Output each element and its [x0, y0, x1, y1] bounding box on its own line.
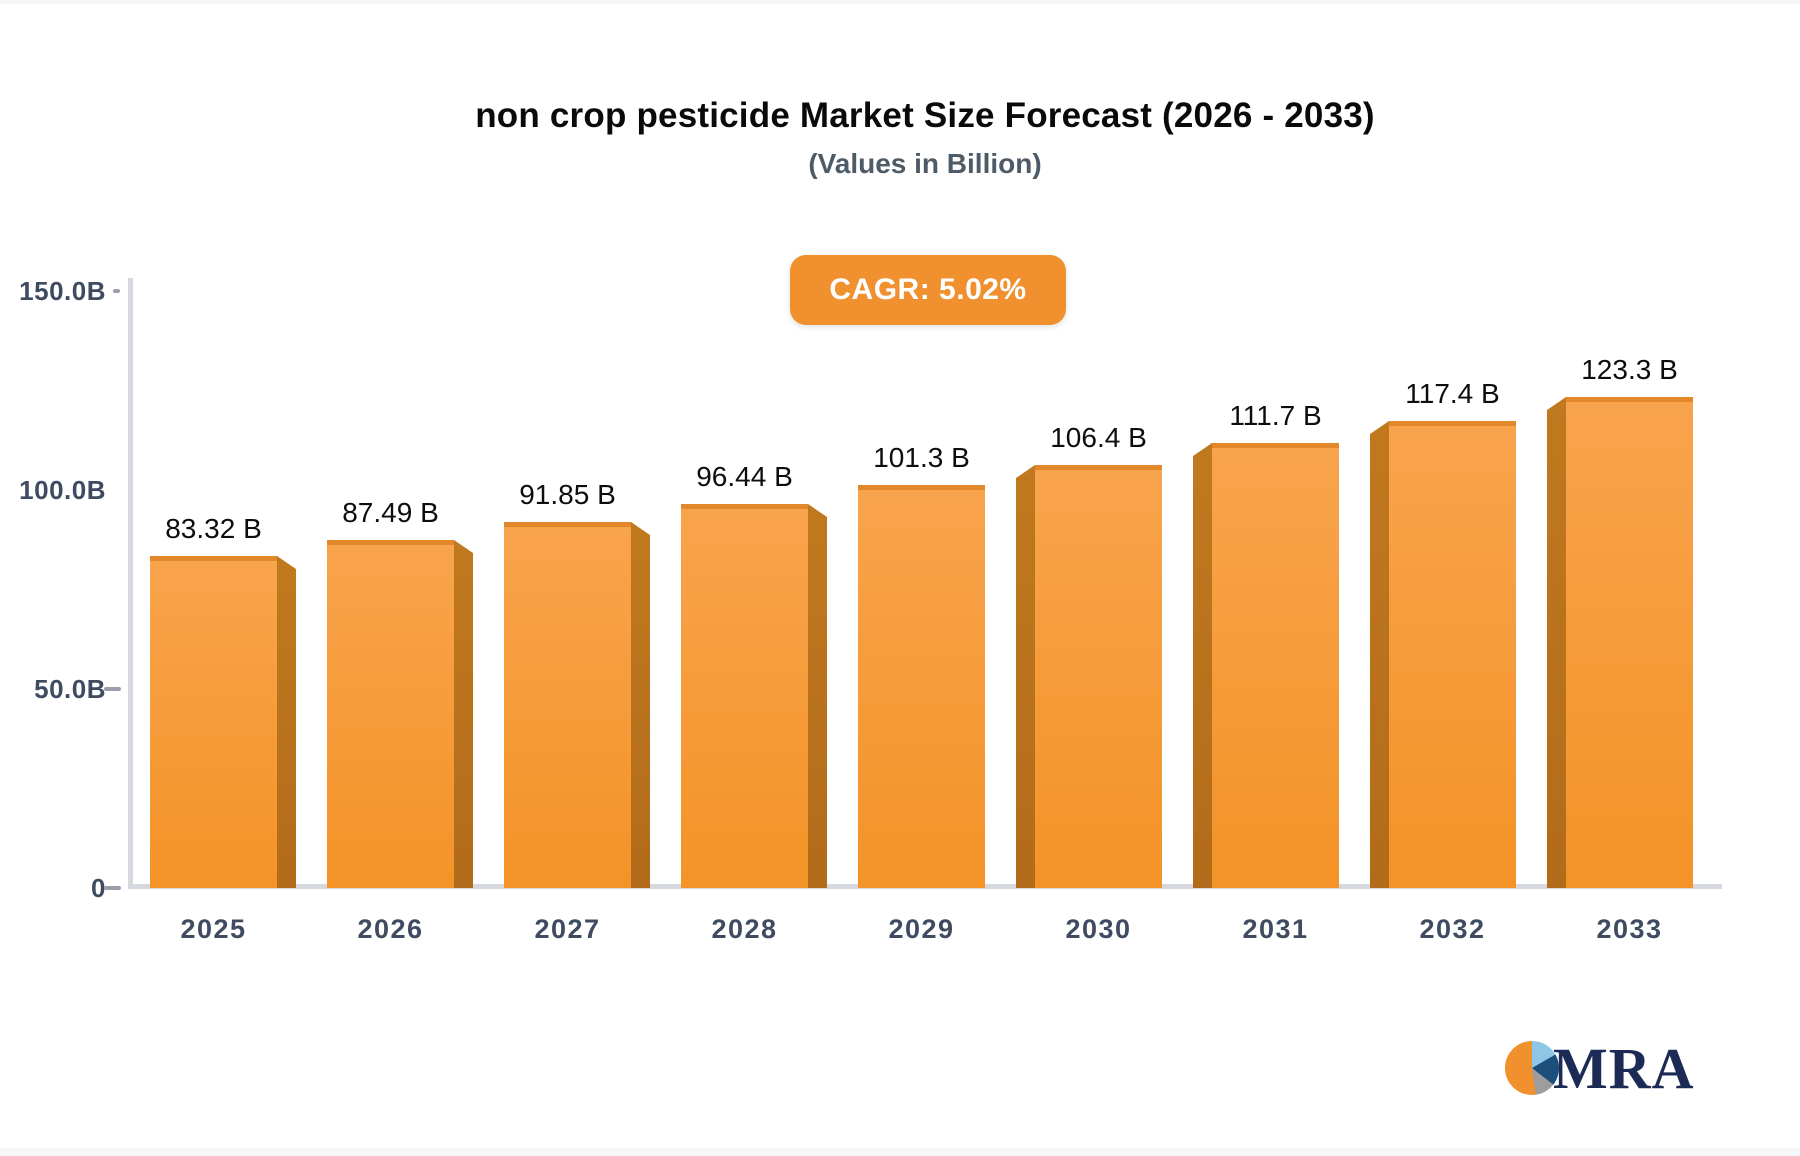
x-tick-label-2029: 2029	[888, 914, 955, 944]
x-tick-label-2032: 2032	[1419, 914, 1486, 944]
bar-top-edge	[1566, 397, 1693, 402]
bar-2029[interactable]	[858, 485, 985, 888]
y-tick-label-0: 0	[91, 873, 106, 903]
x-tick-label-2028: 2028	[711, 914, 778, 944]
bar-top-edge	[504, 522, 631, 527]
x-tick-label-2033: 2033	[1596, 914, 1663, 944]
chart-subtitle: (Values in Billion)	[808, 148, 1042, 179]
x-tick-label-2031: 2031	[1242, 914, 1309, 944]
y-tick-label-50.0B: 50.0B	[34, 674, 106, 704]
page-top-border	[0, 0, 1800, 4]
chart-title: non crop pesticide Market Size Forecast …	[475, 96, 1375, 135]
bar-2032[interactable]	[1389, 421, 1516, 888]
y-tick-mark	[104, 687, 121, 691]
bar-side-2026	[454, 540, 473, 888]
bar-top-edge	[681, 504, 808, 509]
bar-2027[interactable]	[504, 522, 631, 888]
y-tick-mark	[104, 886, 121, 890]
bar-2028[interactable]	[681, 504, 808, 888]
bar-side-2027	[631, 522, 650, 888]
x-tick-label-2027: 2027	[534, 914, 601, 944]
bar-value-label-2029: 101.3 B	[873, 442, 970, 473]
bar-2026[interactable]	[327, 540, 454, 888]
bar-value-label-2026: 87.49 B	[342, 497, 439, 528]
bar-2030[interactable]	[1035, 465, 1162, 888]
cagr-badge-label: CAGR: 5.02%	[829, 273, 1027, 306]
bar-top-edge	[327, 540, 454, 545]
bar-2025[interactable]	[150, 556, 277, 888]
bar-side-2030	[1016, 465, 1035, 888]
bar-side-2033	[1547, 397, 1566, 888]
pie-chart-logo-icon	[1505, 1041, 1559, 1095]
x-tick-label-2025: 2025	[180, 914, 247, 944]
y-tick-label-150.0B: 150.0B	[19, 276, 106, 306]
bar-value-label-2028: 96.44 B	[696, 461, 793, 492]
bar-top-edge	[1212, 443, 1339, 448]
y-tick-label-100.0B: 100.0B	[19, 475, 106, 505]
brand-logo[interactable]: MRA	[1505, 1038, 1705, 1100]
bar-2031[interactable]	[1212, 443, 1339, 888]
bar-value-label-2032: 117.4 B	[1405, 378, 1500, 409]
bar-value-label-2027: 91.85 B	[519, 479, 616, 510]
bar-value-label-2031: 111.7 B	[1229, 400, 1322, 431]
y-tick-mark	[113, 289, 120, 293]
bar-2033[interactable]	[1566, 397, 1693, 888]
bar-value-label-2030: 106.4 B	[1050, 422, 1147, 453]
bar-side-2028	[808, 504, 827, 888]
x-tick-label-2030: 2030	[1065, 914, 1132, 944]
bar-value-label-2033: 123.3 B	[1581, 354, 1678, 385]
bar-top-edge	[1389, 421, 1516, 426]
bar-value-label-2025: 83.32 B	[165, 513, 262, 544]
logo-text: MRA	[1553, 1036, 1695, 1101]
x-tick-label-2026: 2026	[357, 914, 424, 944]
bar-top-edge	[150, 556, 277, 561]
bar-top-edge	[858, 485, 985, 490]
cagr-badge: CAGR: 5.02%	[790, 255, 1066, 325]
y-axis-line	[128, 278, 133, 889]
bar-side-2031	[1193, 443, 1212, 888]
bar-side-2032	[1370, 421, 1389, 888]
bar-side-2025	[277, 556, 296, 888]
bar-top-edge	[1035, 465, 1162, 470]
page-bottom-border	[0, 1148, 1800, 1156]
